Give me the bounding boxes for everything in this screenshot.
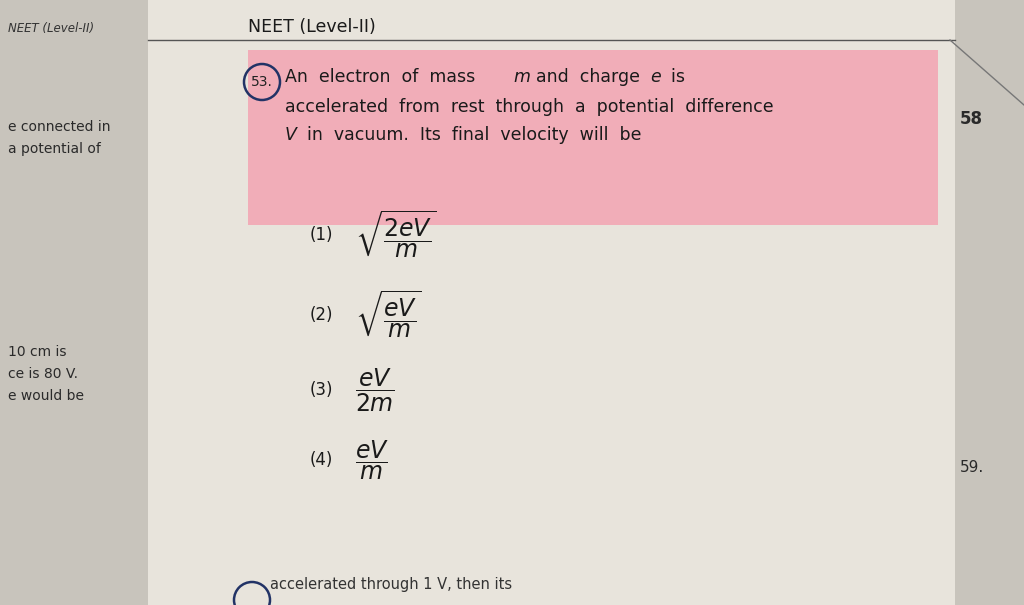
Text: $\sqrt{\dfrac{eV}{m}}$: $\sqrt{\dfrac{eV}{m}}$ (355, 289, 422, 341)
Text: $\sqrt{\dfrac{2eV}{m}}$: $\sqrt{\dfrac{2eV}{m}}$ (355, 209, 437, 261)
Text: e: e (650, 68, 660, 86)
Text: (1): (1) (310, 226, 334, 244)
Text: NEET (Level-II): NEET (Level-II) (8, 22, 94, 35)
Bar (955, 0, 1024, 605)
Bar (0, 0, 148, 605)
Text: V: V (285, 126, 297, 144)
Bar (248, 50, 938, 225)
Text: and  charge: and charge (525, 68, 645, 86)
Text: in  vacuum.  Its  final  velocity  will  be: in vacuum. Its final velocity will be (296, 126, 641, 144)
Text: e connected in: e connected in (8, 120, 111, 134)
Text: accelerated through 1 V, then its: accelerated through 1 V, then its (270, 577, 512, 592)
Text: ce is 80 V.: ce is 80 V. (8, 367, 78, 381)
Text: m: m (513, 68, 529, 86)
Text: $\dfrac{eV}{2m}$: $\dfrac{eV}{2m}$ (355, 366, 394, 414)
Text: is: is (660, 68, 685, 86)
Text: NEET (Level-II): NEET (Level-II) (248, 18, 376, 36)
Text: accelerated  from  rest  through  a  potential  difference: accelerated from rest through a potentia… (285, 98, 773, 116)
Text: 58: 58 (961, 110, 983, 128)
Text: (2): (2) (310, 306, 334, 324)
Text: (3): (3) (310, 381, 334, 399)
Text: (4): (4) (310, 451, 334, 469)
Text: $\dfrac{eV}{m}$: $\dfrac{eV}{m}$ (355, 438, 389, 482)
Text: 10 cm is: 10 cm is (8, 345, 67, 359)
Text: An  electron  of  mass: An electron of mass (285, 68, 480, 86)
Text: 53.: 53. (251, 75, 273, 89)
Text: e would be: e would be (8, 389, 84, 403)
Text: 59.: 59. (961, 460, 984, 475)
Text: a potential of: a potential of (8, 142, 101, 156)
